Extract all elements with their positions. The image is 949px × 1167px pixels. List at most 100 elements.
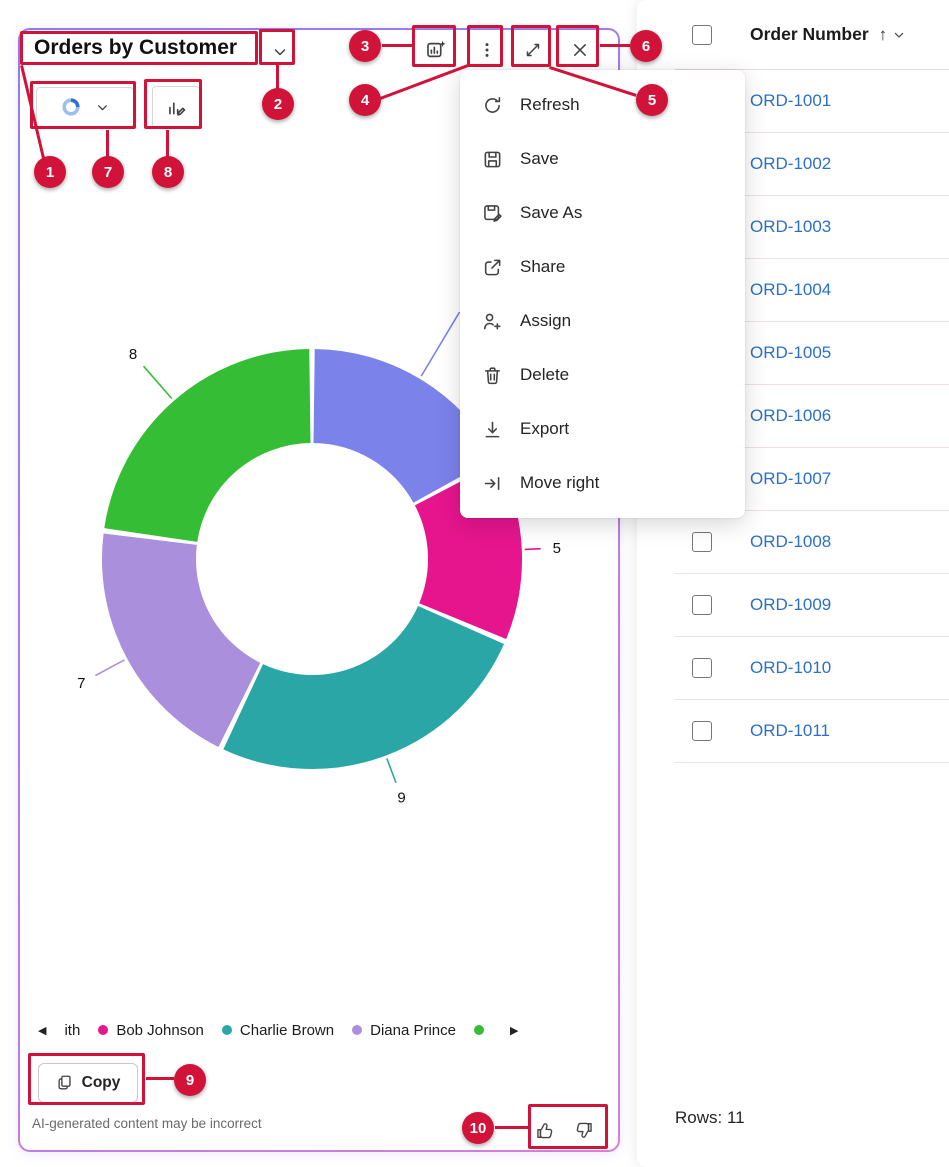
expand-button[interactable] (515, 32, 551, 68)
order-number-link[interactable]: ORD-1004 (750, 280, 832, 299)
table-row: ORD-1008 (675, 511, 949, 574)
save-as-icon (482, 203, 503, 224)
legend-label: Diana Prince (370, 1021, 456, 1039)
order-number-link[interactable]: ORD-1001 (750, 91, 832, 110)
export-icon (482, 419, 503, 440)
slice-data-label: 8 (129, 346, 137, 363)
menu-item-refresh[interactable]: Refresh (460, 78, 745, 132)
legend-dot (221, 1025, 232, 1035)
thumbs-up-button[interactable] (530, 1115, 560, 1145)
slice-data-label: 7 (77, 675, 85, 692)
delete-icon (482, 365, 503, 386)
order-number-header[interactable]: Order Number (750, 24, 869, 44)
share-icon (482, 257, 503, 278)
orders-table: Order Number ↑ ORD-1001 ORD-1002 ORD-100… (637, 0, 949, 1167)
legend-next-button[interactable]: ▶ (510, 1024, 519, 1037)
legend-dot (98, 1025, 109, 1035)
menu-label: Save As (520, 203, 583, 222)
legend-dot (474, 1025, 484, 1035)
legend-item[interactable]: Bob Johnson (98, 1022, 204, 1039)
expand-diagonal-icon (523, 40, 543, 60)
table-row: ORD-1009 (675, 574, 949, 637)
thumbs-up-icon (535, 1120, 556, 1141)
chart-sparkle-icon (425, 39, 447, 61)
menu-item-share[interactable]: Share (460, 240, 745, 294)
copy-label: Copy (81, 1074, 121, 1091)
menu-label: Share (520, 257, 566, 276)
copy-icon (56, 1074, 74, 1092)
menu-label: Save (520, 149, 559, 168)
edit-chart-button[interactable] (152, 86, 200, 128)
table-header: Order Number ↑ (675, 0, 949, 70)
menu-item-delete[interactable]: Delete (460, 348, 745, 402)
menu-item-save-as[interactable]: Save As (460, 186, 745, 240)
close-icon (570, 40, 590, 60)
menu-label: Refresh (520, 95, 580, 114)
order-number-link[interactable]: ORD-1011 (750, 721, 830, 740)
order-number-link[interactable]: ORD-1006 (750, 406, 832, 425)
order-number-link[interactable]: ORD-1003 (750, 217, 832, 236)
feedback-buttons (530, 1115, 598, 1145)
order-number-link[interactable]: ORD-1010 (750, 658, 832, 677)
legend-item[interactable]: Charlie Brown (221, 1021, 335, 1039)
legend-dot (352, 1025, 363, 1035)
menu-label: Move right (520, 473, 600, 492)
donut-slice-4[interactable] (104, 349, 312, 544)
order-number-link[interactable]: ORD-1008 (750, 532, 832, 551)
table-row: ORD-1010 (675, 637, 949, 700)
row-checkbox[interactable] (692, 595, 712, 615)
thumbs-down-icon (573, 1120, 594, 1141)
legend-label: Charlie Brown (239, 1021, 335, 1039)
copy-button[interactable]: Copy (38, 1063, 138, 1103)
row-checkbox[interactable] (692, 721, 712, 741)
order-number-link[interactable]: ORD-1005 (750, 343, 832, 362)
insights-button[interactable] (418, 32, 454, 68)
move-right-icon (482, 473, 503, 494)
donut-slice-3[interactable] (102, 533, 262, 747)
legend-item[interactable]: ith (64, 1022, 80, 1039)
ai-disclaimer: AI-generated content may be incorrect (32, 1116, 262, 1131)
title-dropdown-button[interactable] (264, 36, 296, 68)
slice-callout-line (524, 547, 541, 551)
row-checkbox[interactable] (692, 532, 712, 552)
panel-title: Orders by Customer (34, 36, 238, 59)
table-row: ORD-1011 (675, 700, 949, 763)
legend-label: Bob Johnson (116, 1021, 204, 1039)
thumbs-down-button[interactable] (568, 1115, 598, 1145)
chevron-down-icon (94, 99, 111, 116)
select-all-checkbox[interactable] (692, 24, 712, 45)
legend-prev-button[interactable]: ◀ (38, 1024, 47, 1037)
donut-chart-icon (60, 96, 82, 118)
legend-label: ith (64, 1021, 81, 1039)
slice-callout-line (142, 365, 173, 400)
menu-item-assign[interactable]: Assign (460, 294, 745, 348)
save-icon (482, 149, 503, 170)
menu-label: Assign (520, 311, 572, 330)
row-checkbox[interactable] (692, 658, 712, 678)
rows-count: Rows: 11 (675, 1108, 745, 1127)
chart-legend: ◀ ith Bob Johnson Charlie Brown (20, 1016, 618, 1044)
kebab-menu-button[interactable] (469, 32, 505, 68)
column-menu-chevron-icon[interactable] (891, 27, 907, 43)
menu-label: Export (520, 419, 570, 438)
donut-chart: 5 9 7 8 (77, 312, 561, 807)
order-number-link[interactable]: ORD-1007 (750, 469, 832, 488)
slice-callout-line (94, 659, 125, 677)
slice-callout-line (420, 312, 461, 377)
legend-item[interactable] (474, 1025, 492, 1035)
menu-label: Delete (520, 365, 570, 384)
close-button[interactable] (562, 32, 598, 68)
context-menu: Refresh Save Save As (460, 70, 745, 518)
order-number-link[interactable]: ORD-1009 (750, 595, 832, 614)
menu-item-move-right[interactable]: Move right (460, 456, 745, 510)
donut-slice-0[interactable] (312, 349, 496, 504)
legend-item[interactable]: Diana Prince (352, 1022, 456, 1039)
menu-item-save[interactable]: Save (460, 132, 745, 186)
slice-callout-line (386, 758, 397, 784)
chart-type-selector[interactable] (36, 87, 134, 127)
vertical-ellipsis-icon (477, 40, 497, 60)
order-number-link[interactable]: ORD-1002 (750, 154, 832, 173)
sort-ascending-icon: ↑ (878, 24, 888, 44)
menu-item-export[interactable]: Export (460, 402, 745, 456)
donut-slice-2[interactable] (223, 604, 504, 769)
